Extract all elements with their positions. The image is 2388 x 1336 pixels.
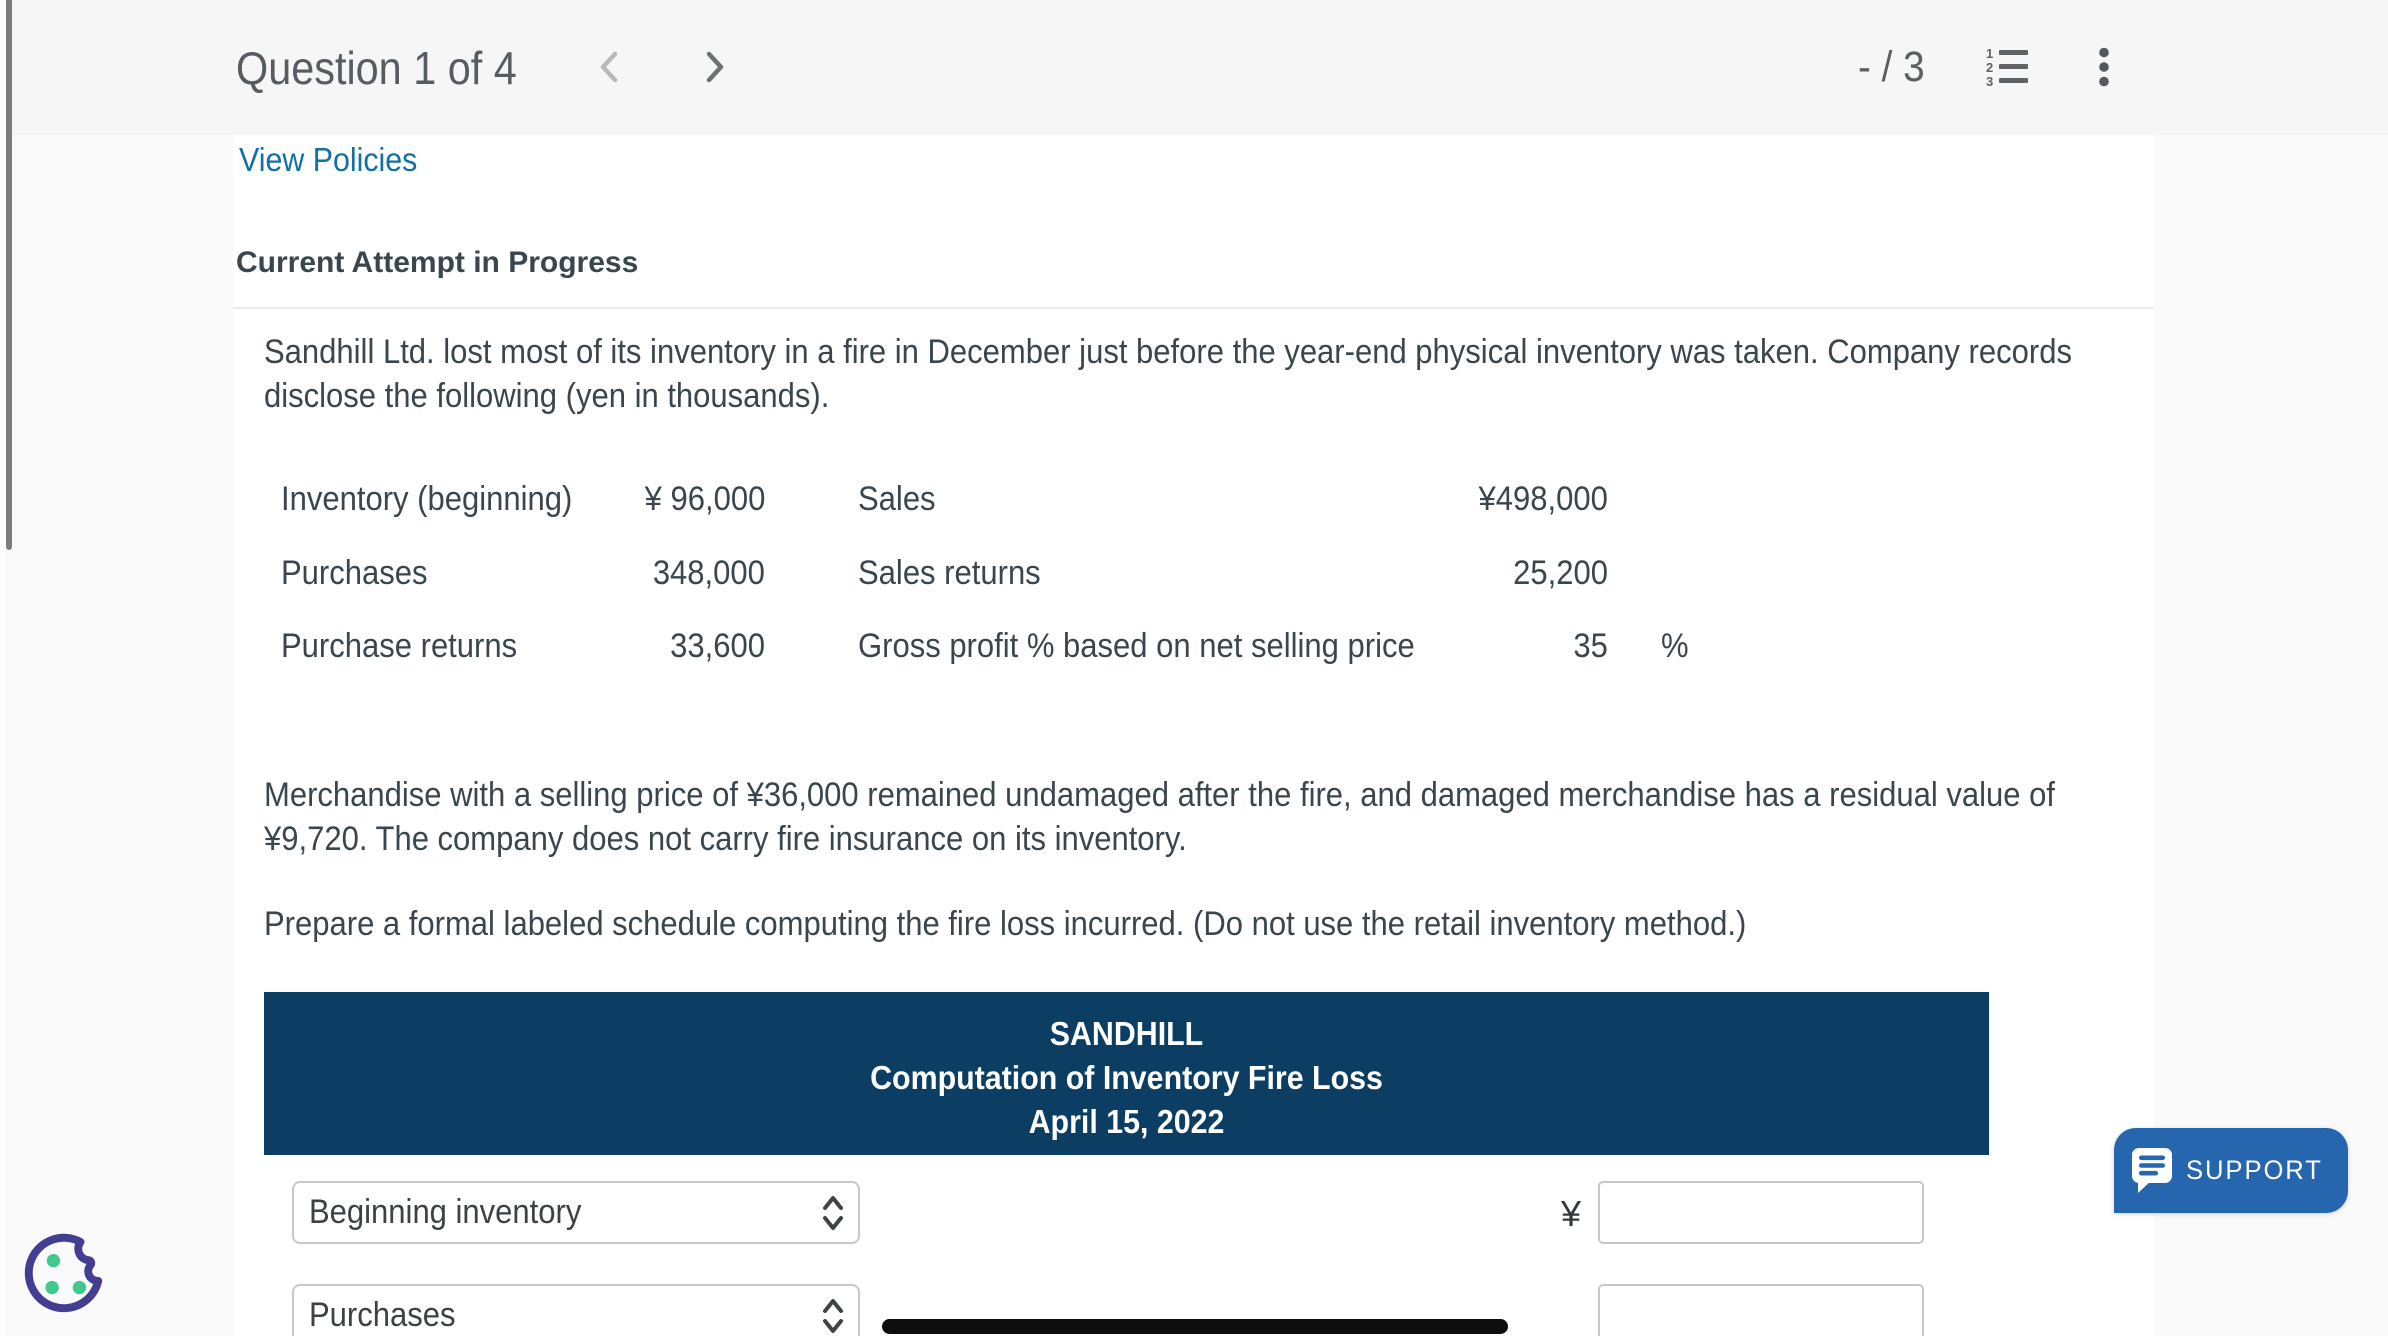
- schedule-date: April 15, 2022: [1028, 1103, 1225, 1140]
- section-divider: [233, 307, 2154, 309]
- schedule-row1-dropdown-value: Beginning inventory: [309, 1193, 582, 1231]
- intro-line-1: Sandhill Ltd. lost most of its inventory…: [264, 333, 2072, 371]
- facts-row2-left-label: Purchases: [281, 554, 428, 592]
- more-options-button[interactable]: [2098, 47, 2110, 92]
- score-indicator: - / 3: [1858, 43, 1925, 91]
- schedule-row1-amount-input[interactable]: [1598, 1181, 1924, 1244]
- facts-row2-right-value: 25,200: [1513, 554, 1608, 592]
- svg-text:3: 3: [1986, 74, 1993, 86]
- cookie-consent-button[interactable]: [20, 1229, 108, 1317]
- facts-row2-right-label: Sales returns: [858, 554, 1041, 592]
- question-list-button[interactable]: 1 2 3: [1986, 46, 2030, 91]
- schedule-title: Computation of Inventory Fire Loss: [870, 1059, 1383, 1096]
- drawn-black-line: [882, 1319, 1508, 1334]
- facts-row3-right-suffix: %: [1661, 627, 1689, 665]
- question-card: View Policies Current Attempt in Progres…: [233, 135, 2154, 1336]
- chat-bubble-icon: [2132, 1148, 2173, 1193]
- facts-row3-right-value: 35: [1573, 627, 1608, 665]
- schedule-company: SANDHILL: [1049, 1015, 1204, 1052]
- cookie-privacy-icon: [24, 1233, 103, 1313]
- schedule-row2-amount-input[interactable]: [1598, 1284, 1924, 1336]
- question-title: Question 1 of 4: [236, 42, 517, 94]
- schedule-header-banner: SANDHILL Computation of Inventory Fire L…: [264, 992, 1989, 1155]
- schedule-row2-dropdown-value: Purchases: [309, 1296, 456, 1334]
- merch-line-2: ¥9,720. The company does not carry fire …: [264, 820, 1187, 858]
- kebab-menu-icon: [2099, 47, 2109, 87]
- attempt-heading: Current Attempt in Progress: [236, 246, 639, 279]
- instruction-line: Prepare a formal labeled schedule comput…: [264, 905, 1747, 943]
- svg-text:1: 1: [1986, 46, 1993, 61]
- facts-row1-right-value: ¥498,000: [1478, 480, 1608, 518]
- facts-row2-left-value: 348,000: [652, 554, 765, 592]
- chevron-left-icon: [600, 51, 618, 83]
- chevron-right-icon: [706, 51, 724, 83]
- next-question-button[interactable]: [704, 50, 726, 84]
- schedule-row1-dropdown[interactable]: Beginning inventory: [292, 1181, 860, 1244]
- left-scrollbar-track: [0, 0, 6, 1336]
- facts-row1-left-label: Inventory (beginning): [281, 480, 573, 518]
- support-button[interactable]: SUPPORT: [2114, 1128, 2348, 1213]
- facts-row1-right-label: Sales: [858, 480, 936, 518]
- schedule-row2-dropdown[interactable]: Purchases: [292, 1284, 860, 1336]
- numbered-list-icon: 1 2 3: [1986, 46, 2028, 89]
- support-button-label: SUPPORT: [2186, 1155, 2324, 1185]
- intro-line-2: disclose the following (yen in thousands…: [264, 377, 830, 415]
- facts-row3-right-label: Gross profit % based on net selling pric…: [858, 627, 1415, 665]
- left-scrollbar-thumb[interactable]: [6, 0, 12, 550]
- facts-row1-left-value: ¥ 96,000: [644, 480, 765, 518]
- view-policies-link[interactable]: View Policies: [239, 141, 418, 178]
- question-header-bar: Question 1 of 4 - / 3 1 2 3: [0, 0, 2388, 135]
- updown-selector-icon: [823, 1195, 843, 1230]
- svg-text:2: 2: [1986, 60, 1993, 75]
- previous-question-button[interactable]: [598, 50, 620, 84]
- yen-currency-label: ¥: [1561, 1193, 1582, 1234]
- updown-selector-icon: [823, 1298, 843, 1333]
- facts-row3-left-label: Purchase returns: [281, 627, 518, 665]
- facts-row3-left-value: 33,600: [670, 627, 765, 665]
- merch-line-1: Merchandise with a selling price of ¥36,…: [264, 776, 2055, 814]
